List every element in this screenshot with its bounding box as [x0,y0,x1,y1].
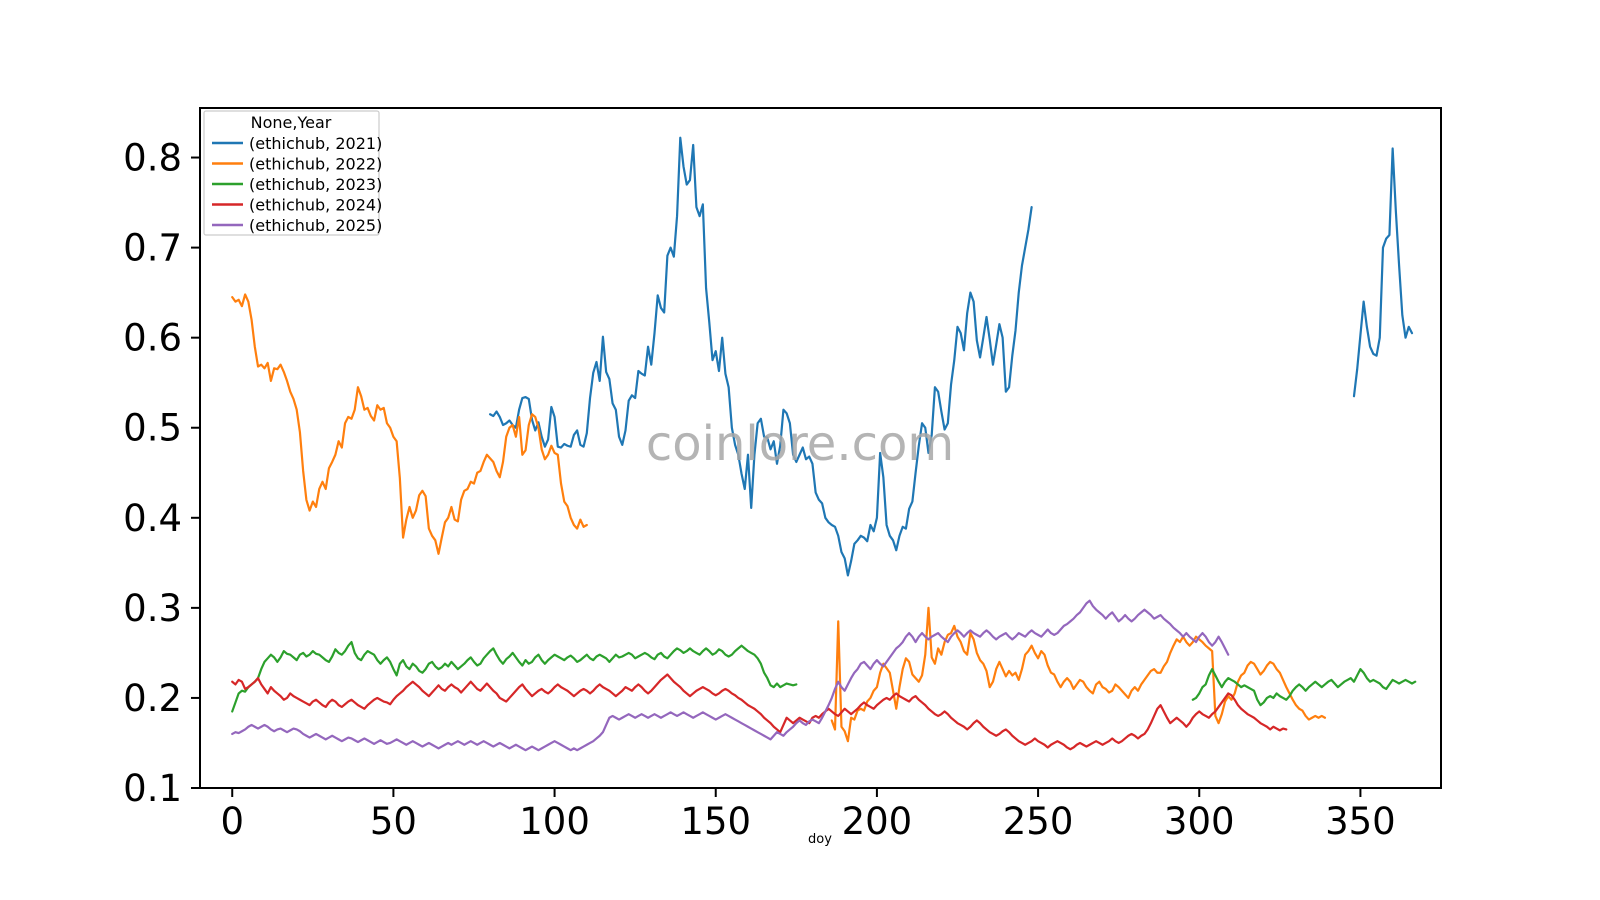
legend-label-1[interactable]: (ethichub, 2021) [249,134,382,153]
y-tick-label: 0.6 [123,317,182,360]
y-tick-label: 0.3 [123,587,182,630]
x-tick-label: 50 [370,800,417,843]
legend-background [203,110,380,236]
y-tick-label: 0.7 [123,227,182,270]
series-line-1-seg-2 [1352,147,1414,398]
legend-label-3[interactable]: (ethichub, 2023) [249,175,382,194]
y-tick-label: 0.5 [123,407,182,450]
legend-title: None,Year [251,113,332,132]
series-line-3-seg-1 [231,640,798,713]
series-line-2-seg-2 [830,606,1327,743]
series-2 [231,293,1327,743]
x-tick-label: 300 [1164,800,1235,843]
legend-label-2[interactable]: (ethichub, 2022) [249,155,382,174]
legend-label-4[interactable]: (ethichub, 2024) [249,196,382,215]
x-tick-label: 150 [680,800,751,843]
x-tick-label: 350 [1325,800,1396,843]
series-line-2-seg-1 [231,293,588,555]
y-tick-label: 0.8 [123,137,182,180]
legend[interactable]: None,Year (ethichub, 2021) (ethichub, 202… [203,110,382,236]
series-4 [231,673,1288,751]
series-line-3-seg-2 [1191,668,1417,707]
y-tick-label: 0.1 [123,767,182,810]
axes-layer [199,107,1442,789]
series-5 [231,599,1230,752]
legend-label-5[interactable]: (ethichub, 2025) [249,216,382,235]
series-layer [231,136,1417,752]
y-tick-label: 0.2 [123,677,182,720]
series-1 [489,136,1414,577]
x-tick-label: 100 [519,800,590,843]
y-tick-label: 0.4 [123,497,182,540]
series-line-4-seg-1 [231,673,1288,751]
watermark: coinlore.com [646,416,954,472]
x-tick-label: 250 [1003,800,1074,843]
series-line-5-seg-1 [231,599,1230,752]
x-tick-layer: 0 50 100 150 200 250 300 350 [220,788,1396,843]
x-tick-label: 0 [220,800,244,843]
x-tick-label: 200 [842,800,913,843]
y-tick-layer: 0.1 0.2 0.3 0.4 0.5 0.6 0.7 0.8 [123,137,200,810]
series-3 [231,640,1417,713]
plot-frame [199,107,1442,789]
x-axis-label: doy [808,832,832,847]
series-line-1-seg-1 [489,136,1033,577]
